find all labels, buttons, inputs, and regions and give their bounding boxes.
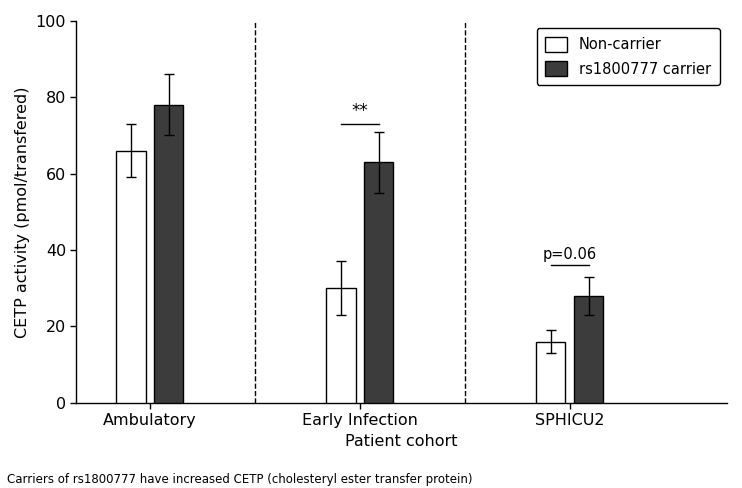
- Bar: [116, 151, 145, 403]
- Y-axis label: CETP activity (pmol/transfered): CETP activity (pmol/transfered): [15, 86, 30, 338]
- Bar: [536, 342, 565, 403]
- Text: Carriers of rs1800777 have increased CETP (cholesteryl ester transfer protein): Carriers of rs1800777 have increased CET…: [7, 472, 473, 486]
- Bar: [364, 162, 393, 403]
- Bar: [326, 288, 355, 403]
- Bar: [154, 105, 183, 403]
- Text: p=0.06: p=0.06: [542, 247, 597, 262]
- Text: **: **: [352, 102, 368, 120]
- Bar: [574, 296, 603, 403]
- Legend: Non-carrier, rs1800777 carrier: Non-carrier, rs1800777 carrier: [536, 28, 720, 85]
- X-axis label: Patient cohort: Patient cohort: [346, 434, 458, 448]
